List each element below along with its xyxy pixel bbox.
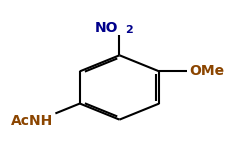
Text: 2: 2: [125, 25, 133, 35]
Text: AcNH: AcNH: [11, 114, 54, 128]
Text: NO: NO: [95, 21, 118, 35]
Text: OMe: OMe: [189, 64, 224, 78]
